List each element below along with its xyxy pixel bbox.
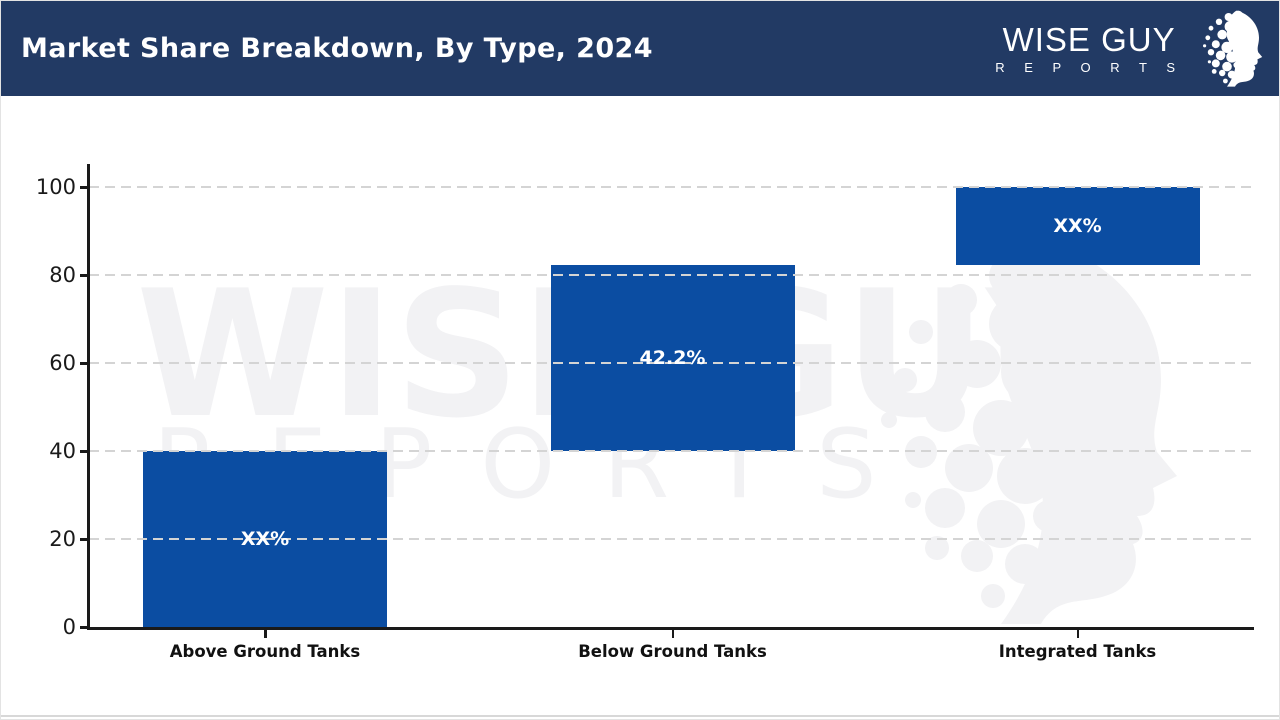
category-label-below-ground-tanks: Below Ground Tanks — [578, 642, 767, 661]
logo-head-icon-dot — [1223, 78, 1228, 84]
y-tick-label-20: 20 — [49, 527, 76, 551]
logo-head-icon-dot — [1222, 61, 1232, 72]
bar-value-label: 42.2% — [639, 347, 706, 370]
y-tick-100 — [80, 186, 89, 189]
y-tick-label-60: 60 — [49, 351, 76, 375]
watermark-head-icon-face — [1000, 244, 1177, 624]
y-tick-20 — [80, 538, 89, 541]
logo-head-icon-dot — [1215, 18, 1223, 25]
brand-logo: WISE GUY R E P O R T S — [995, 7, 1267, 91]
gridline-y60 — [89, 362, 1254, 364]
x-tick-below-ground-tanks — [671, 629, 674, 638]
page-title: Market Share Breakdown, By Type, 2024 — [21, 33, 653, 64]
watermark-head-icon-dot — [925, 392, 965, 432]
bar-value-label: XX% — [240, 528, 290, 550]
gridline-y40 — [89, 450, 1254, 452]
bar-below-ground-tanks — [550, 265, 795, 451]
watermark-head-icon-dot — [925, 488, 965, 528]
watermark-head-dots-icon — [801, 236, 1201, 636]
y-tick-label-100: 100 — [35, 175, 76, 199]
logo-head-icon-dot — [1221, 41, 1233, 53]
gridline-y80 — [89, 274, 1254, 276]
y-tick-label-40: 40 — [49, 439, 76, 463]
watermark-head-icon-dot — [925, 536, 949, 560]
brand-name: WISE GUY — [1002, 21, 1176, 59]
watermark-head-icon-dot — [961, 540, 993, 572]
x-tick-above-ground-tanks — [264, 629, 267, 638]
watermark-head-icon-dot — [953, 340, 1001, 388]
watermark-head-icon-dot — [893, 368, 917, 392]
bottom-frame-line — [1, 715, 1279, 717]
logo-head-icon-dot — [1211, 40, 1220, 49]
gridline-y20 — [89, 538, 1254, 540]
watermark-head-icon-dot — [909, 320, 933, 344]
logo-head-icon-dot — [1219, 69, 1226, 77]
y-tick-40 — [80, 450, 89, 453]
y-tick-60 — [80, 362, 89, 365]
category-label-above-ground-tanks: Above Ground Tanks — [169, 642, 361, 661]
category-label-integrated-tanks: Integrated Tanks — [998, 642, 1157, 661]
y-tick-80 — [80, 274, 89, 277]
watermark-head-icon-dot — [945, 444, 993, 492]
logo-head-icon-dot — [1215, 50, 1226, 61]
x-tick-integrated-tanks — [1076, 629, 1079, 638]
watermark-head-icon-dot — [973, 400, 1029, 456]
brand-tagline: R E P O R T S — [995, 59, 1183, 75]
logo-head-icon-dot — [1208, 25, 1214, 31]
brand-logo-text: WISE GUY R E P O R T S — [995, 23, 1183, 75]
bar-integrated-tanks — [955, 187, 1200, 266]
y-tick-label-80: 80 — [49, 263, 76, 287]
brand-head-dots-icon — [1187, 8, 1267, 90]
y-tick-0 — [80, 626, 89, 629]
logo-head-icon-dot — [1211, 59, 1220, 68]
logo-head-icon-face — [1226, 10, 1263, 87]
chart-area: WISE GUY REPORTS XX% 42.2% XX% 0 20 40 60 80 100… — [1, 96, 1279, 716]
watermark-head-icon-dot — [981, 584, 1005, 608]
watermark-head-icon — [881, 244, 1177, 624]
logo-head-icon-dot — [1217, 29, 1227, 40]
logo-head-icon-dot — [1207, 49, 1215, 56]
gridline-y100 — [89, 186, 1254, 188]
logo-head-icon-dot — [1205, 35, 1211, 41]
watermark-head-icon-dot — [905, 436, 937, 468]
x-axis-line — [87, 627, 1254, 630]
logo-head-icon — [1203, 10, 1263, 87]
watermark-head-icon-dot — [881, 412, 897, 428]
watermark-head-icon-dot — [945, 284, 977, 316]
watermark-head-icon-dot — [977, 500, 1025, 548]
logo-head-icon-dot — [1203, 44, 1207, 48]
logo-head-icon-dot — [1207, 60, 1211, 64]
watermark-head-icon-dot — [905, 492, 921, 508]
bar-value-label: XX% — [1053, 215, 1102, 238]
header-bar: Market Share Breakdown, By Type, 2024 WI… — [1, 1, 1279, 96]
logo-head-icon-dot — [1211, 69, 1217, 74]
y-axis-line — [87, 164, 90, 629]
y-tick-label-0: 0 — [62, 615, 76, 639]
